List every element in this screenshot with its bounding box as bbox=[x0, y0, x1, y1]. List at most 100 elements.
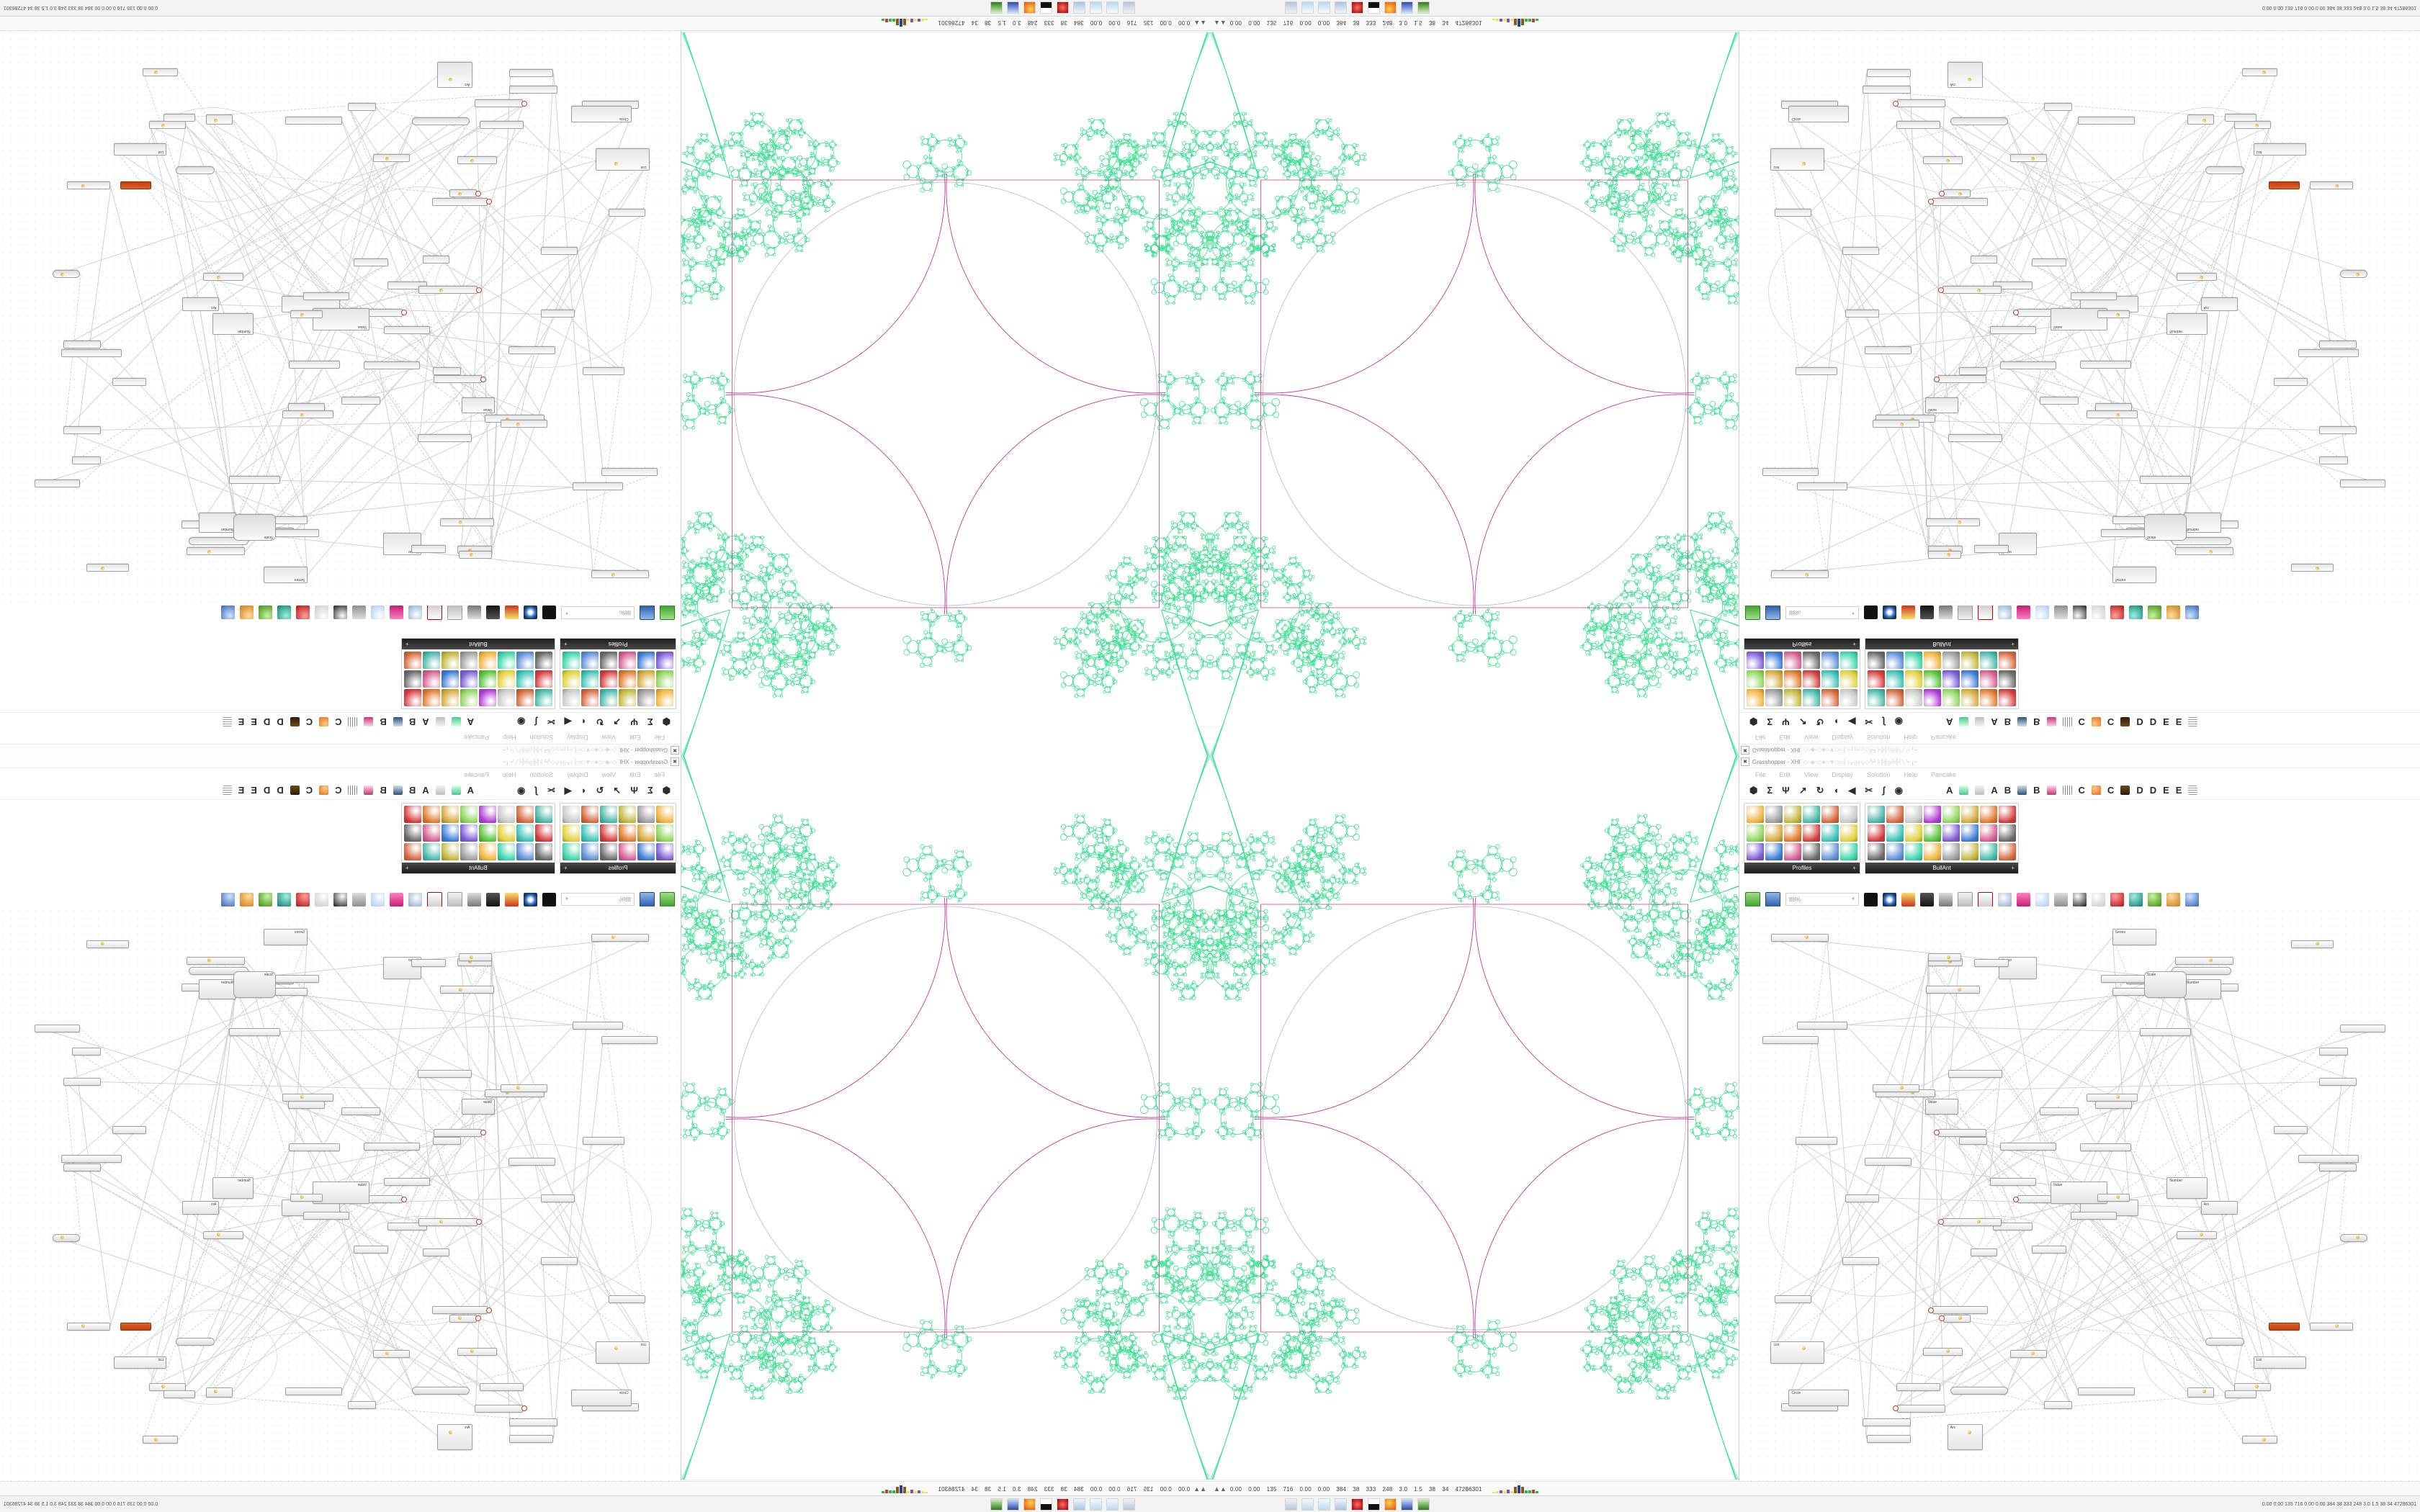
component-icon[interactable] bbox=[423, 806, 440, 823]
gh-component[interactable] bbox=[2078, 117, 2136, 125]
gh-component[interactable] bbox=[2241, 68, 2277, 76]
gem-teal-icon[interactable] bbox=[2129, 892, 2143, 906]
param-dot[interactable] bbox=[2031, 156, 2035, 161]
component-icon[interactable] bbox=[1765, 806, 1783, 823]
open-folder-icon[interactable] bbox=[1745, 891, 1760, 907]
gh-component[interactable] bbox=[541, 310, 575, 318]
menu-item-pancake[interactable]: Pancake bbox=[464, 770, 490, 778]
gh-component[interactable] bbox=[1989, 325, 2036, 334]
gh-component[interactable] bbox=[66, 181, 111, 189]
param-pin[interactable] bbox=[521, 1405, 528, 1412]
ribbon-tab-d[interactable]: D bbox=[277, 716, 284, 728]
ribbon-tab-a[interactable]: A bbox=[1991, 784, 1998, 796]
param-dot[interactable] bbox=[2355, 1236, 2360, 1240]
gh-component[interactable] bbox=[540, 247, 578, 256]
component-icon[interactable] bbox=[637, 824, 655, 842]
panel-caption[interactable]: Profiles + bbox=[560, 863, 676, 873]
gh-component[interactable] bbox=[2290, 940, 2334, 949]
component-icon[interactable] bbox=[1821, 806, 1839, 823]
gh-component[interactable] bbox=[2094, 402, 2133, 411]
gh-component[interactable] bbox=[2112, 988, 2146, 996]
gh-component[interactable] bbox=[71, 456, 102, 465]
cat-icon[interactable] bbox=[1368, 1498, 1380, 1511]
ribbon-tab-c[interactable]: C bbox=[2078, 784, 2085, 796]
shell-icon[interactable] bbox=[1939, 892, 1953, 906]
param-dot[interactable] bbox=[2031, 1351, 2035, 1356]
gem-red-icon[interactable] bbox=[296, 892, 310, 906]
gh-component[interactable] bbox=[1948, 1070, 2003, 1079]
sigma-icon[interactable]: Σ bbox=[1767, 784, 1773, 796]
save-disk-icon[interactable] bbox=[1765, 891, 1780, 907]
gh-component[interactable] bbox=[609, 1295, 645, 1304]
component-icon[interactable] bbox=[1886, 824, 1904, 842]
gh-component[interactable]: List bbox=[2253, 1356, 2306, 1369]
menu-item-help[interactable]: Help bbox=[503, 770, 516, 778]
component-icon[interactable] bbox=[1765, 670, 1783, 688]
gh-component[interactable] bbox=[509, 1435, 553, 1444]
gh-component[interactable] bbox=[508, 1157, 555, 1166]
chevron-down-icon[interactable]: ▼ bbox=[565, 897, 569, 901]
gh-component[interactable] bbox=[1971, 1248, 1997, 1257]
gh-component[interactable] bbox=[303, 1211, 350, 1220]
param-dot[interactable] bbox=[2255, 1385, 2259, 1389]
gh-component[interactable] bbox=[423, 1248, 449, 1257]
menu-item-edit[interactable]: Edit bbox=[629, 734, 641, 742]
gh-component[interactable] bbox=[501, 420, 548, 428]
menu-item-file[interactable]: File bbox=[654, 734, 665, 742]
panel-expand-icon[interactable]: + bbox=[564, 865, 568, 871]
gem-blue-icon[interactable] bbox=[2185, 606, 2199, 620]
tree-tab-icon[interactable] bbox=[1975, 717, 1985, 727]
component-icon[interactable] bbox=[637, 652, 655, 669]
gh-component[interactable] bbox=[2187, 114, 2214, 125]
param-dot[interactable] bbox=[2334, 184, 2339, 188]
component-icon[interactable] bbox=[1747, 824, 1764, 842]
component-icon[interactable] bbox=[423, 652, 440, 669]
component-icon[interactable] bbox=[1765, 824, 1783, 842]
gem-red-icon[interactable] bbox=[2110, 606, 2124, 620]
drop-icon[interactable]: ◖ bbox=[581, 784, 587, 796]
gh-component[interactable] bbox=[353, 258, 389, 266]
panel-expand-icon[interactable]: + bbox=[2011, 641, 2015, 647]
param-dot[interactable] bbox=[100, 566, 104, 570]
gh-component[interactable] bbox=[1926, 518, 1980, 526]
gh-component[interactable]: Arc bbox=[1947, 61, 1984, 88]
gh-component[interactable] bbox=[274, 988, 308, 996]
gem-light-icon[interactable] bbox=[315, 606, 328, 620]
mountain-tab-icon[interactable] bbox=[2017, 785, 2027, 795]
firefox-icon[interactable] bbox=[1023, 1498, 1036, 1511]
rhino-viewport-canvas[interactable] bbox=[1210, 32, 1739, 756]
component-icon[interactable] bbox=[1999, 652, 2016, 669]
param-dot[interactable] bbox=[300, 1095, 304, 1099]
param-dot[interactable] bbox=[300, 413, 304, 417]
param-dot[interactable] bbox=[614, 1346, 618, 1350]
component-icon[interactable] bbox=[619, 670, 636, 688]
gh-component[interactable] bbox=[1762, 1036, 1819, 1045]
eye-icon[interactable]: ◉ bbox=[517, 716, 526, 728]
canvas-group[interactable] bbox=[1919, 1216, 2079, 1326]
component-icon[interactable] bbox=[442, 824, 459, 842]
shield-tab-icon[interactable] bbox=[2046, 785, 2056, 795]
param-pin[interactable] bbox=[2012, 1196, 2019, 1202]
ribbon-tab-d[interactable]: D bbox=[277, 784, 284, 796]
panel-caption[interactable]: BullAnt + bbox=[402, 863, 555, 873]
component-icon[interactable] bbox=[498, 806, 515, 823]
component-icon[interactable] bbox=[1905, 806, 1922, 823]
close-icon[interactable]: ✖ bbox=[1741, 746, 1749, 755]
ribbon-tab-c[interactable]: C bbox=[335, 716, 342, 728]
gh-component[interactable] bbox=[2010, 153, 2047, 162]
ribbon-tab-e[interactable]: E bbox=[2163, 716, 2169, 728]
gh-component[interactable] bbox=[2079, 360, 2132, 369]
gh-component[interactable] bbox=[1999, 1142, 2057, 1151]
menu-item-display[interactable]: Display bbox=[1832, 734, 1853, 742]
gh-component[interactable] bbox=[2268, 181, 2300, 189]
gh-component[interactable] bbox=[479, 1383, 524, 1392]
gem-blue-icon[interactable] bbox=[221, 606, 235, 620]
component-icon[interactable] bbox=[581, 689, 599, 706]
search-icon[interactable] bbox=[408, 892, 422, 906]
bag-icon[interactable] bbox=[390, 892, 403, 906]
gh-component[interactable] bbox=[457, 1348, 497, 1356]
grid-tab-icon[interactable] bbox=[2062, 785, 2072, 795]
sigma-icon[interactable]: Σ bbox=[647, 716, 653, 728]
component-icon[interactable] bbox=[1961, 806, 1978, 823]
gh-component[interactable] bbox=[1932, 1306, 1989, 1315]
